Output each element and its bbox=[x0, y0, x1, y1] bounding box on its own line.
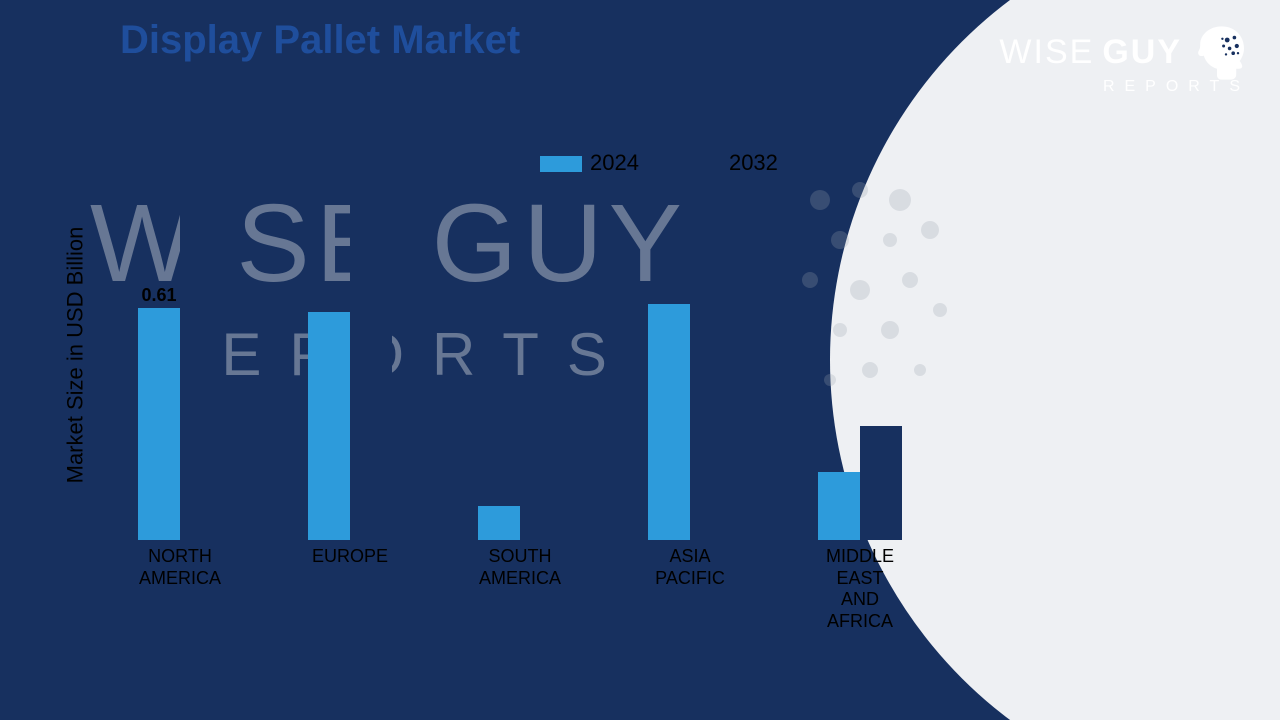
bar bbox=[180, 179, 222, 540]
bar bbox=[350, 190, 392, 540]
bar-group: ASIAPACIFIC bbox=[620, 160, 760, 540]
x-axis-label: MIDDLEEASTANDAFRICA bbox=[790, 540, 930, 632]
bar bbox=[648, 304, 690, 540]
bar-group: SOUTHAMERICA bbox=[450, 160, 590, 540]
x-axis-label: EUROPE bbox=[280, 540, 420, 568]
bar bbox=[308, 312, 350, 540]
chart-title: Display Pallet Market bbox=[120, 18, 520, 63]
brand-logo: WISE GUY REPORTS bbox=[999, 22, 1250, 96]
brand-word-2: GUY bbox=[1102, 33, 1182, 72]
brand-band bbox=[970, 0, 1280, 720]
canvas: WISE GUY REPORTS WISE GUY REPORTS Displa… bbox=[0, 0, 1280, 720]
bar-pair bbox=[450, 160, 590, 540]
head-silhouette-icon bbox=[1190, 22, 1250, 82]
bar-group: EUROPE bbox=[280, 160, 420, 540]
y-axis-label-text: Market Size in USD Billion bbox=[62, 227, 88, 484]
bottom-accent-bar bbox=[0, 706, 320, 720]
bar bbox=[818, 472, 860, 540]
bar bbox=[690, 171, 732, 540]
chart-area: Market Size in USD Billion 0.61NORTHAMER… bbox=[60, 140, 960, 570]
x-axis-label: NORTHAMERICA bbox=[110, 540, 250, 589]
x-axis-label: SOUTHAMERICA bbox=[450, 540, 590, 589]
plot-region: 0.61NORTHAMERICAEUROPESOUTHAMERICAASIAPA… bbox=[110, 160, 950, 540]
x-axis-label: ASIAPACIFIC bbox=[620, 540, 760, 589]
bar bbox=[860, 426, 902, 540]
data-label: 0.61 bbox=[141, 285, 176, 306]
bar bbox=[478, 506, 520, 540]
bar-pair bbox=[790, 160, 930, 540]
bar-pair bbox=[110, 160, 250, 540]
bar-pair bbox=[620, 160, 760, 540]
brand-subline: REPORTS bbox=[999, 78, 1250, 96]
bar-pair bbox=[280, 160, 420, 540]
bar bbox=[520, 487, 562, 540]
brand-word-1: WISE bbox=[999, 33, 1094, 72]
bar-group: 0.61NORTHAMERICA bbox=[110, 160, 250, 540]
bar-group: MIDDLEEASTANDAFRICA bbox=[790, 160, 930, 540]
bar bbox=[138, 308, 180, 540]
y-axis-label: Market Size in USD Billion bbox=[60, 140, 90, 570]
